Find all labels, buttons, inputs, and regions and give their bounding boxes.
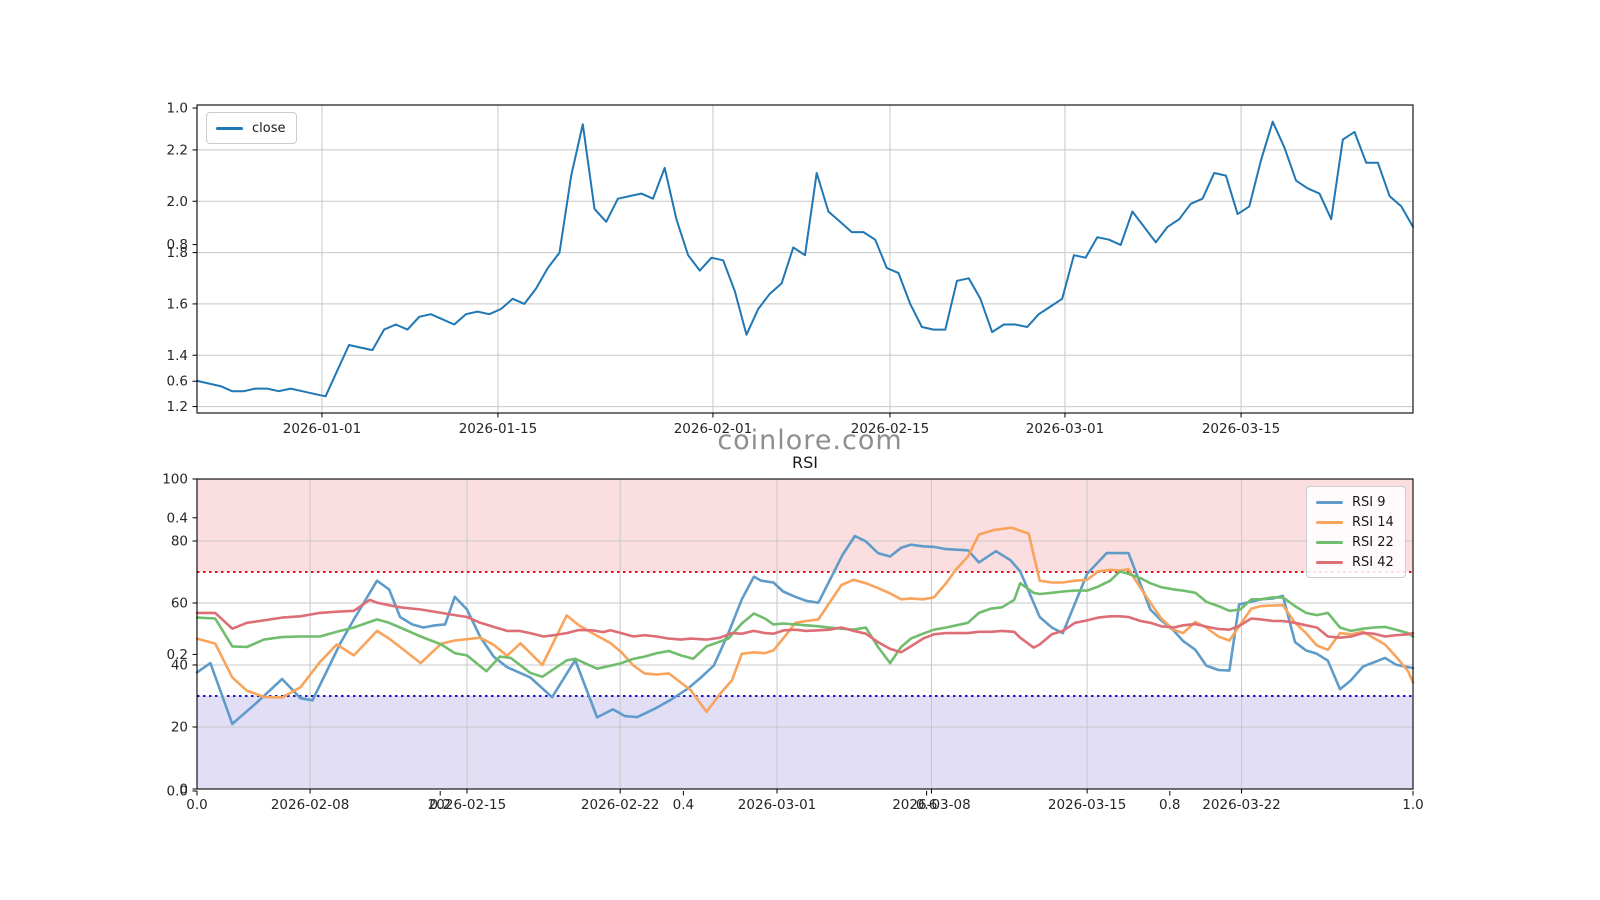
rsi-x-tick-label: 2026-03-22 — [1202, 797, 1280, 813]
price-x-tick-label: 2026-01-15 — [459, 421, 537, 437]
price-x-tick-label: 2026-03-15 — [1202, 421, 1280, 437]
legend-label: close — [252, 120, 286, 136]
rsi-y-tick-label: 100 — [162, 472, 188, 488]
legend-label: RSI 22 — [1352, 534, 1394, 550]
rsi-y-tick-label: 80 — [171, 534, 188, 550]
close-line — [196, 120, 1414, 398]
legend-label: RSI 14 — [1352, 514, 1394, 530]
price-y-tick-label: 2.0 — [167, 194, 188, 210]
ghost-y-tick-label: 0.6 — [167, 374, 188, 390]
rsi-9-line — [195, 534, 1415, 726]
rsi-y-tick-label: 20 — [171, 720, 188, 736]
ghost-x-tick-label: 0.4 — [673, 797, 694, 813]
rsi-legend: RSI 9 RSI 14 RSI 22 RSI 42 — [1306, 486, 1406, 578]
price-x-tick-label: 2026-03-01 — [1026, 421, 1104, 437]
price-y-tick-label: 1.8 — [167, 245, 188, 261]
price-y-tick-label: 1.4 — [167, 348, 188, 364]
price-legend: close — [206, 112, 298, 144]
ghost-y-tick-label: 0.8 — [167, 237, 188, 253]
legend-item-close: close — [216, 118, 285, 138]
price-x-tick-label: 2026-02-15 — [851, 421, 929, 437]
watermark: coinlore.com — [717, 425, 903, 456]
legend-line-swatch — [1316, 560, 1343, 564]
legend-line-swatch — [1316, 520, 1343, 524]
rsi-x-tick-label: 2026-03-01 — [738, 797, 816, 813]
price-y-tick-label: 2.2 — [167, 142, 188, 158]
legend-item-rsi-42: RSI 42 — [1316, 552, 1394, 572]
ghost-x-tick-label: 1.0 — [1402, 797, 1423, 813]
legend-item-rsi-14: RSI 14 — [1316, 512, 1394, 532]
rsi-chart-title: RSI — [792, 453, 818, 472]
rsi-x-tick-label: 2026-03-15 — [1048, 797, 1126, 813]
overbought-band — [197, 479, 1413, 572]
ghost-x-tick-label: 0.0 — [186, 797, 207, 813]
legend-label: RSI 9 — [1352, 494, 1386, 510]
ghost-y-tick-label: 0.2 — [167, 647, 188, 663]
ghost-x-tick-label: 0.8 — [1159, 797, 1180, 813]
ghost-x-tick-label: 0.6 — [916, 797, 937, 813]
price-plot-border — [196, 104, 1414, 414]
legend-item-rsi-9: RSI 9 — [1316, 492, 1394, 512]
ghost-y-tick-label: 1.0 — [167, 101, 188, 117]
ghost-x-tick-label: 0.2 — [429, 797, 450, 813]
legend-label: RSI 42 — [1352, 554, 1394, 570]
rsi-22-line — [195, 570, 1415, 679]
legend-line-swatch — [1316, 500, 1343, 504]
rsi-x-tick-label: 2026-02-08 — [271, 797, 349, 813]
oversold-band — [197, 696, 1413, 789]
price-y-tick-label: 1.2 — [167, 399, 188, 415]
rsi-y-tick-label: 40 — [171, 658, 188, 674]
rsi-x-tick-label: 2026-02-15 — [428, 797, 506, 813]
rsi-42-line — [195, 598, 1415, 654]
rsi-y-tick-label: 60 — [171, 596, 188, 612]
rsi-plot-border — [196, 478, 1414, 790]
legend-line-swatch — [1316, 540, 1343, 544]
price-y-tick-label: 1.6 — [167, 296, 188, 312]
legend-line-swatch — [216, 126, 243, 130]
rsi-x-tick-label: 2026-03-08 — [892, 797, 970, 813]
legend-item-rsi-22: RSI 22 — [1316, 532, 1394, 552]
rsi-y-tick-label: 0 — [179, 782, 188, 798]
rsi-x-tick-label: 2026-02-22 — [581, 797, 659, 813]
ghost-y-tick-label: 0.4 — [167, 510, 188, 526]
rsi-14-line — [195, 526, 1415, 714]
price-x-tick-label: 2026-02-01 — [674, 421, 752, 437]
price-x-tick-label: 2026-01-01 — [283, 421, 361, 437]
ghost-y-tick-label: 0.0 — [167, 784, 188, 800]
